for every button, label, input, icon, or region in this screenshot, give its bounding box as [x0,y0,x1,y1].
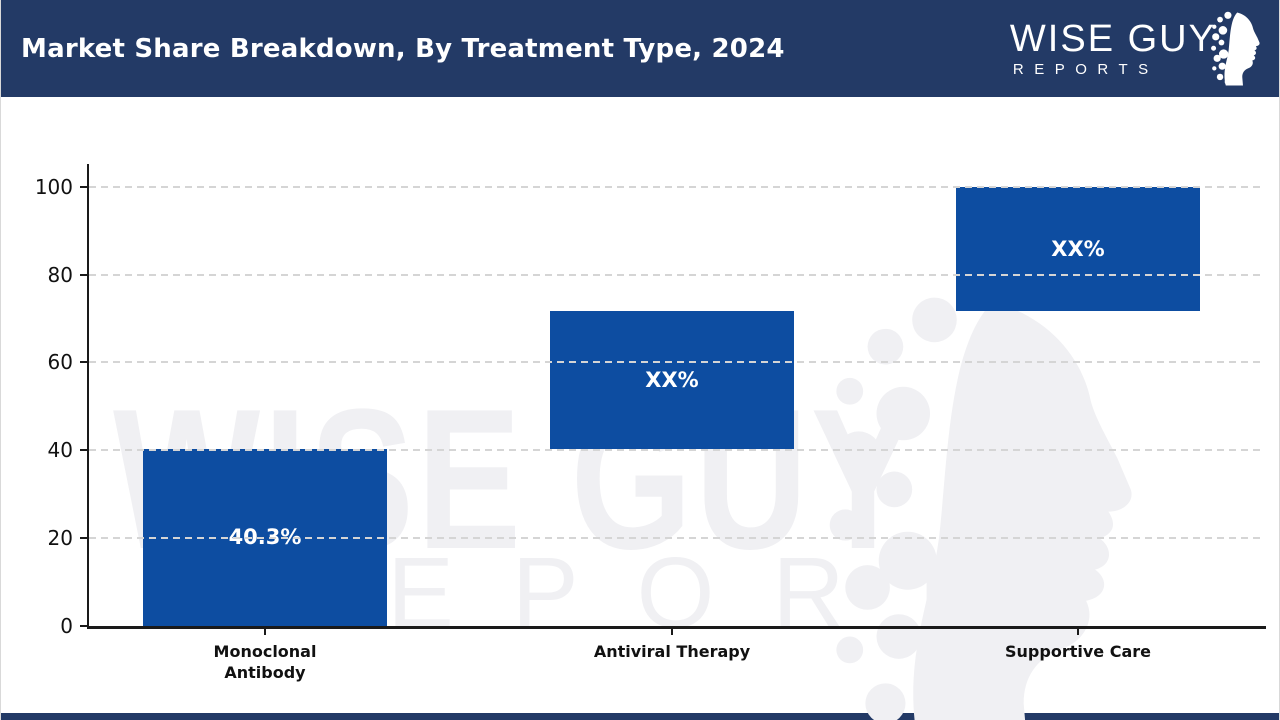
x-tick-label: Monoclonal Antibody [145,641,385,683]
gridline [89,449,1264,452]
y-tick-label: 40 [47,438,73,463]
logo-wordmark: WISE GUY [1009,17,1216,60]
x-axis-tick [1077,628,1079,635]
y-tick-label: 80 [47,262,73,287]
x-tick-label-line: Antibody [224,663,306,682]
y-tick-label: 20 [47,526,73,551]
page-title: Market Share Breakdown, By Treatment Typ… [21,33,785,64]
gridline [89,537,1264,540]
x-tick-label-line: Monoclonal [213,642,317,661]
x-axis-tick [264,628,266,635]
y-axis-tick [80,185,88,188]
x-tick-label: Supportive Care [958,641,1198,662]
x-tick-label-line: Supportive Care [1005,642,1151,661]
gridline [89,273,1264,276]
wiseguy-logo: WISE GUY REPORTS [1010,11,1263,87]
header-bar: Market Share Breakdown, By Treatment Typ… [1,0,1279,97]
waterfall-chart: WISE GUY REPORTS 0 20 40 60 80 100 40.3% Monocl… [1,97,1279,720]
x-axis-tick [671,628,673,635]
bar-antiviral-therapy: XX% [550,310,794,449]
bar-value-label: XX% [1051,236,1105,261]
logo-text: WISE GUY REPORTS [1010,20,1216,78]
bar-value-label: XX% [645,367,699,392]
y-axis-tick [80,537,88,540]
x-axis-line [87,626,1266,629]
y-axis-tick [80,361,88,364]
y-tick-label: 60 [47,350,73,375]
y-axis-tick [80,449,88,452]
y-axis-line [87,164,89,628]
y-axis-tick [80,273,88,276]
logo-subtitle: REPORTS [1012,60,1159,78]
gridline [89,185,1264,188]
y-tick-label: 100 [34,174,73,199]
y-axis-tick [80,625,88,627]
gridline [89,361,1264,364]
logo-face-icon [1211,11,1260,86]
bar-supportive-care: XX% [956,186,1200,311]
x-tick-label-line: Antiviral Therapy [593,642,751,661]
x-tick-label: Antiviral Therapy [552,641,792,662]
y-tick-label: 0 [60,614,73,638]
footer-bar [1,713,1279,720]
